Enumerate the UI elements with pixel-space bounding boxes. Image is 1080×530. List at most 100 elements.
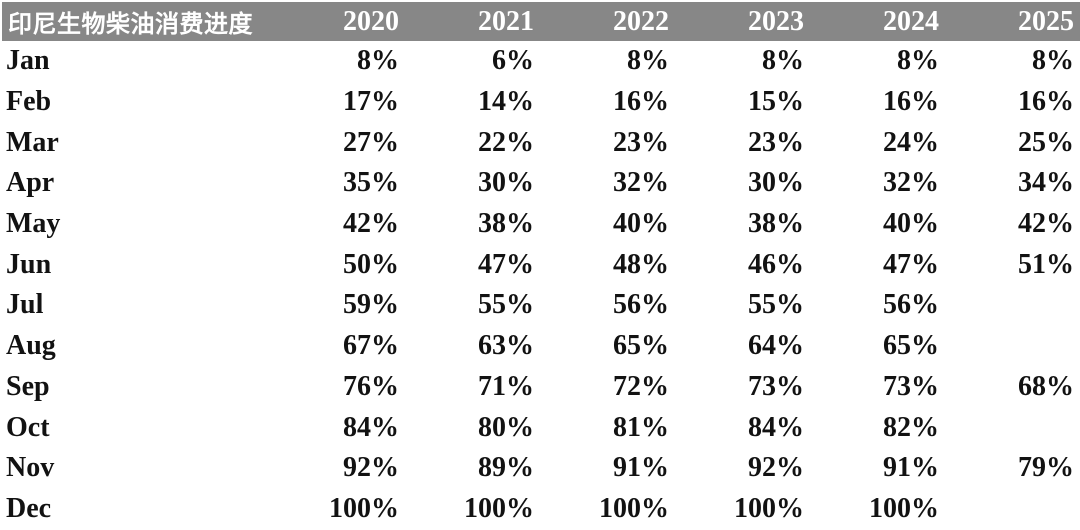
value-cell-2021-dec: 100%: [464, 492, 534, 524]
value-cell-2022-apr: 32%: [613, 167, 669, 199]
value-cell-2024-sep: 73%: [883, 370, 939, 402]
value-cell-2020-aug: 67%: [343, 330, 399, 362]
table-row-mar: Mar 27% 22% 23% 23% 24% 25%: [2, 122, 1080, 163]
value-cell-2022-jul: 56%: [613, 289, 669, 321]
value-cell-2022-feb: 16%: [613, 86, 669, 118]
value-cell-2025-mar: 25%: [1018, 126, 1074, 158]
value-cell-2021-jul: 55%: [478, 289, 534, 321]
table-body: Jan 8% 6% 8% 8% 8% 8% Feb 17% 14% 16% 15% 16% 16% Mar 2…: [2, 41, 1080, 529]
value-cell-2021-sep: 71%: [478, 370, 534, 402]
value-cell-2021-feb: 14%: [478, 86, 534, 118]
value-cell-2020-apr: 35%: [343, 167, 399, 199]
value-cell-2021-may: 38%: [478, 208, 534, 240]
table-row-jan: Jan 8% 6% 8% 8% 8% 8%: [2, 41, 1080, 82]
table-row-apr: Apr 35% 30% 32% 30% 32% 34%: [2, 163, 1080, 204]
table-row-oct: Oct 84% 80% 81% 84% 82%: [2, 407, 1080, 448]
month-label: Jun: [6, 248, 52, 280]
value-cell-2022-oct: 81%: [613, 411, 669, 443]
value-cell-2024-mar: 24%: [883, 126, 939, 158]
value-cell-2023-oct: 84%: [748, 411, 804, 443]
value-cell-2021-jun: 47%: [478, 248, 534, 280]
value-cell-2020-feb: 17%: [343, 86, 399, 118]
value-cell-2020-jun: 50%: [343, 248, 399, 280]
value-cell-2022-mar: 23%: [613, 126, 669, 158]
value-cell-2023-nov: 92%: [748, 452, 804, 484]
value-cell-2024-dec: 100%: [869, 492, 939, 524]
value-cell-2022-may: 40%: [613, 208, 669, 240]
value-cell-2023-jan: 8%: [762, 45, 804, 77]
value-cell-2020-jul: 59%: [343, 289, 399, 321]
value-cell-2020-mar: 27%: [343, 126, 399, 158]
value-cell-2024-aug: 65%: [883, 330, 939, 362]
value-cell-2021-mar: 22%: [478, 126, 534, 158]
value-cell-2022-sep: 72%: [613, 370, 669, 402]
table-row-may: May 42% 38% 40% 38% 40% 42%: [2, 204, 1080, 245]
column-header-2022: 2022: [613, 5, 669, 37]
value-cell-2024-oct: 82%: [883, 411, 939, 443]
value-cell-2024-jul: 56%: [883, 289, 939, 321]
month-label: Oct: [6, 411, 50, 443]
header-row: 印尼生物柴油消费进度 2020 2021 2022 2023 2024 2025: [2, 2, 1080, 41]
month-label: Nov: [6, 452, 55, 484]
value-cell-2022-dec: 100%: [599, 492, 669, 524]
table-row-feb: Feb 17% 14% 16% 15% 16% 16%: [2, 82, 1080, 123]
value-cell-2020-oct: 84%: [343, 411, 399, 443]
value-cell-2022-jun: 48%: [613, 248, 669, 280]
month-label: Jan: [6, 45, 50, 77]
value-cell-2023-mar: 23%: [748, 126, 804, 158]
column-header-2020: 2020: [343, 5, 399, 37]
value-cell-2025-feb: 16%: [1018, 86, 1074, 118]
table-title: 印尼生物柴油消费进度: [8, 12, 253, 38]
table-row-dec: Dec 100% 100% 100% 100% 100%: [2, 489, 1080, 530]
value-cell-2020-may: 42%: [343, 208, 399, 240]
value-cell-2025-jul: [945, 285, 1080, 326]
value-cell-2023-jun: 46%: [748, 248, 804, 280]
table-row-aug: Aug 67% 63% 65% 64% 65%: [2, 326, 1080, 367]
value-cell-2021-aug: 63%: [478, 330, 534, 362]
value-cell-2021-apr: 30%: [478, 167, 534, 199]
column-header-2021: 2021: [478, 5, 534, 37]
value-cell-2020-jan: 8%: [357, 45, 399, 77]
value-cell-2022-nov: 91%: [613, 452, 669, 484]
value-cell-2021-nov: 89%: [478, 452, 534, 484]
table-row-nov: Nov 92% 89% 91% 92% 91% 79%: [2, 448, 1080, 489]
month-label: Feb: [6, 86, 52, 118]
value-cell-2023-sep: 73%: [748, 370, 804, 402]
value-cell-2024-jan: 8%: [897, 45, 939, 77]
value-cell-2024-feb: 16%: [883, 86, 939, 118]
value-cell-2024-may: 40%: [883, 208, 939, 240]
value-cell-2020-nov: 92%: [343, 452, 399, 484]
value-cell-2025-aug: [945, 326, 1080, 367]
value-cell-2025-dec: [945, 489, 1080, 530]
month-label: Aug: [6, 330, 56, 362]
month-label: Dec: [6, 492, 52, 524]
value-cell-2020-dec: 100%: [329, 492, 399, 524]
month-label: Sep: [6, 370, 50, 402]
value-cell-2023-dec: 100%: [734, 492, 804, 524]
value-cell-2023-aug: 64%: [748, 330, 804, 362]
column-header-2025: 2025: [1018, 5, 1074, 37]
value-cell-2025-apr: 34%: [1018, 167, 1074, 199]
table-row-jun: Jun 50% 47% 48% 46% 47% 51%: [2, 244, 1080, 285]
table-header: 印尼生物柴油消费进度 2020 2021 2022 2023 2024 2025: [2, 2, 1080, 41]
value-cell-2022-aug: 65%: [613, 330, 669, 362]
value-cell-2021-oct: 80%: [478, 411, 534, 443]
value-cell-2025-may: 42%: [1018, 208, 1074, 240]
value-cell-2023-apr: 30%: [748, 167, 804, 199]
value-cell-2020-sep: 76%: [343, 370, 399, 402]
value-cell-2022-jan: 8%: [627, 45, 669, 77]
value-cell-2025-jan: 8%: [1032, 45, 1074, 77]
value-cell-2024-nov: 91%: [883, 452, 939, 484]
month-label: Apr: [6, 167, 55, 199]
value-cell-2025-nov: 79%: [1018, 452, 1074, 484]
column-header-2023: 2023: [748, 5, 804, 37]
column-header-2024: 2024: [883, 5, 939, 37]
value-cell-2024-jun: 47%: [883, 248, 939, 280]
value-cell-2025-oct: [945, 407, 1080, 448]
value-cell-2025-sep: 68%: [1018, 370, 1074, 402]
value-cell-2025-jun: 51%: [1018, 248, 1074, 280]
value-cell-2021-jan: 6%: [492, 45, 534, 77]
table-row-jul: Jul 59% 55% 56% 55% 56%: [2, 285, 1080, 326]
value-cell-2023-feb: 15%: [748, 86, 804, 118]
